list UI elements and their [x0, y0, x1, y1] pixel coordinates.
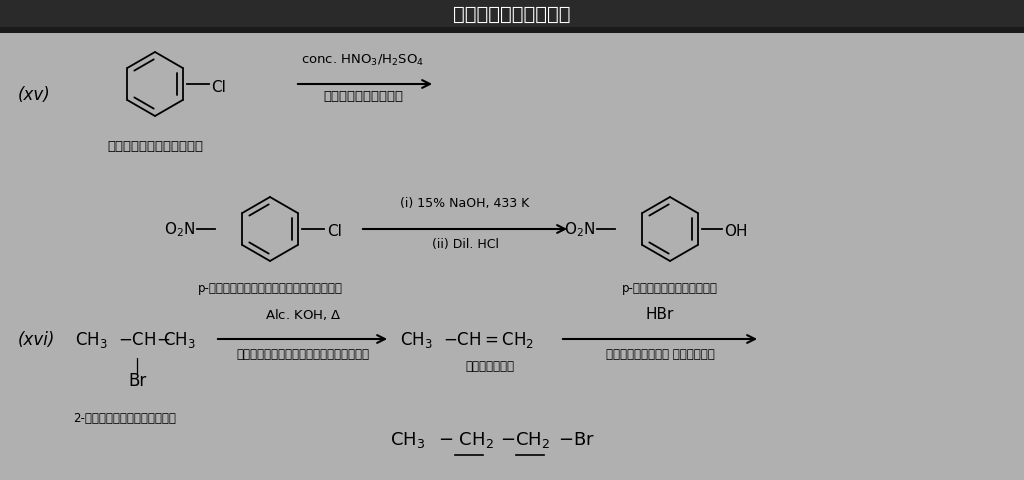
- Text: p-क्लोरोनाइट्रोबेंजीन: p-क्लोरोनाइट्रोबेंजीन: [198, 281, 342, 294]
- Text: CH$_3$: CH$_3$: [400, 329, 433, 349]
- Text: CH$_3$: CH$_3$: [390, 429, 425, 449]
- Text: O$_2$N: O$_2$N: [164, 220, 195, 239]
- Text: प्रोपीन: प्रोपीन: [466, 359, 514, 372]
- Text: 2-ब्रोमोप्रोपेन: 2-ब्रोमोप्रोपेन: [74, 411, 176, 424]
- Text: HBr: HBr: [646, 306, 674, 321]
- Text: CH$_3$: CH$_3$: [75, 329, 108, 349]
- Text: $-$CH$_2$: $-$CH$_2$: [500, 429, 550, 449]
- Text: Cl: Cl: [211, 79, 226, 94]
- Text: विहाइड्रोहैलोजनीकरण: विहाइड्रोहैलोजनीकरण: [237, 347, 370, 360]
- Text: $-$CH$-$: $-$CH$-$: [118, 330, 170, 348]
- Text: Br: Br: [128, 371, 146, 389]
- FancyBboxPatch shape: [0, 28, 1024, 34]
- Text: |: |: [134, 357, 139, 373]
- Text: Alc. KOH, $\Delta$: Alc. KOH, $\Delta$: [264, 306, 341, 321]
- Text: $-$CH$=$CH$_2$: $-$CH$=$CH$_2$: [443, 329, 534, 349]
- Text: p-नाइट्रोफीनॉल: p-नाइट्रोफीनॉल: [622, 281, 718, 294]
- Text: (xv): (xv): [18, 86, 51, 104]
- Text: OH: OH: [724, 224, 748, 239]
- Text: conc. HNO$_3$/H$_2$SO$_4$: conc. HNO$_3$/H$_2$SO$_4$: [301, 53, 425, 68]
- Text: आयोडोफॉर्म: आयोडोफॉर्म: [454, 4, 570, 24]
- Text: O$_2$N: O$_2$N: [564, 220, 595, 239]
- Text: Cl: Cl: [327, 224, 342, 239]
- Text: (i) 15% NaOH, 433 K: (i) 15% NaOH, 433 K: [400, 197, 529, 210]
- FancyBboxPatch shape: [0, 0, 1024, 28]
- Text: परऑक्साइड प्रभाव: परऑक्साइड प्रभाव: [605, 347, 715, 360]
- Text: (ii) Dil. HCl: (ii) Dil. HCl: [431, 238, 499, 251]
- Text: $-$ CH$_2$: $-$ CH$_2$: [438, 429, 494, 449]
- Text: क्लोरोबेंजीन: क्लोरोबेंजीन: [106, 140, 203, 153]
- Text: CH$_3$: CH$_3$: [163, 329, 196, 349]
- Text: $-$Br: $-$Br: [558, 430, 595, 448]
- Text: नाइट्रीकरण: नाइट्रीकरण: [323, 90, 403, 103]
- Text: (xvi): (xvi): [18, 330, 55, 348]
